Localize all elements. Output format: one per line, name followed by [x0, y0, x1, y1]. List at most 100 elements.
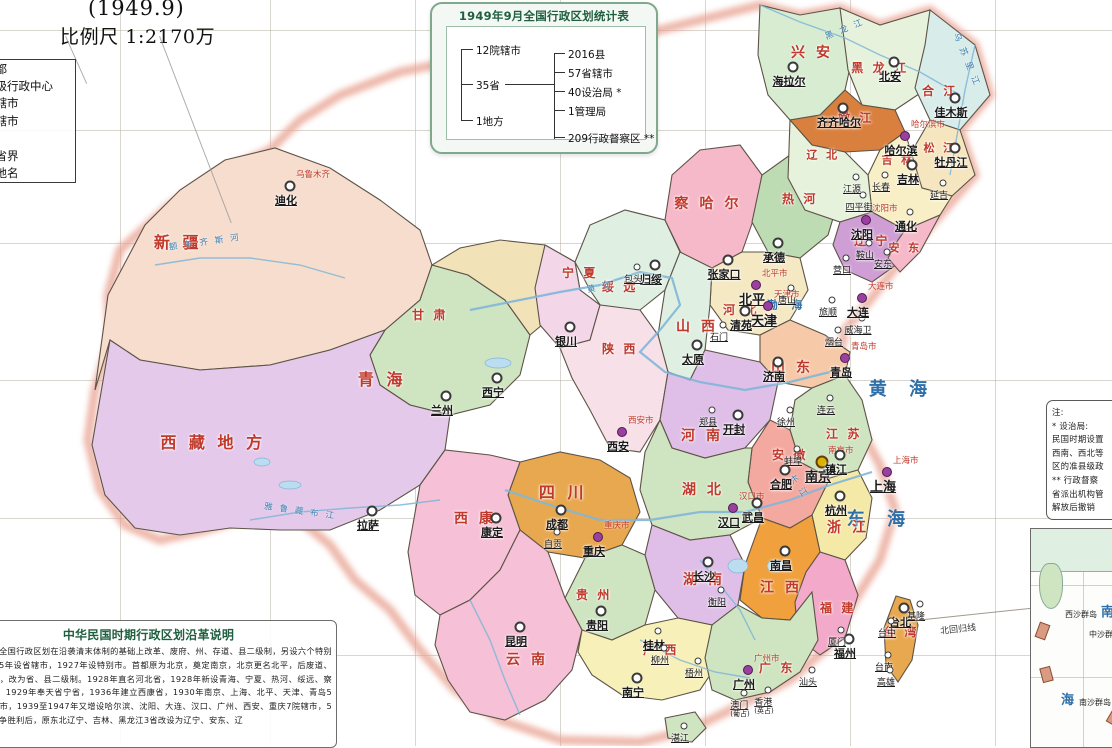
city-marker-38 [732, 409, 744, 421]
inset-island-marker [1105, 707, 1112, 727]
city-marker-10 [763, 301, 773, 311]
statistics-table-body: 12院辖市 35省 1地方 2016县 57省辖市 40设治局 * 1管理局 2… [446, 26, 654, 145]
city-marker-43 [779, 464, 791, 476]
legend-label: 省辖市 [0, 113, 19, 128]
city-marker-5 [649, 259, 661, 271]
city-marker-69 [837, 626, 845, 634]
city-marker-44 [815, 455, 829, 469]
bracket-tick [554, 53, 565, 55]
inset-graticule [1031, 677, 1112, 678]
city-marker-71 [916, 600, 924, 608]
city-marker-36 [852, 173, 860, 181]
city-marker-59 [654, 627, 662, 635]
city-marker-40 [786, 406, 794, 414]
city-marker-51 [702, 556, 714, 568]
city-marker-42 [793, 445, 801, 453]
legend-item-capital: 首都 [0, 60, 75, 77]
legend-label: 今省界 [0, 148, 19, 163]
bracket-tick [554, 72, 565, 74]
city-marker-52 [717, 586, 725, 594]
city-marker-33 [949, 92, 961, 104]
city-marker-63 [743, 665, 753, 675]
stat-provinces: 35省 [476, 80, 500, 92]
city-marker-65 [764, 686, 772, 694]
city-marker-11 [787, 284, 795, 292]
city-marker-37 [617, 427, 627, 437]
map-year-title: (1949.9) [88, 0, 185, 20]
city-marker-9 [751, 280, 761, 290]
bracket-tick [461, 120, 473, 122]
city-marker-17 [834, 326, 842, 334]
city-marker-74 [886, 666, 894, 674]
legend-label: 院辖市 [0, 96, 19, 111]
city-marker-12 [739, 305, 751, 317]
legend-label: 省级行政中心 [0, 79, 53, 94]
city-marker-35 [787, 61, 799, 73]
graticule-line [560, 0, 561, 746]
statistics-table-title: 1949年9月全国行政区划统计表 [458, 9, 630, 23]
city-marker-24 [906, 208, 914, 216]
inset-graticule [1083, 529, 1084, 747]
city-marker-22 [865, 239, 873, 247]
city-marker-13 [719, 321, 727, 329]
city-marker-39 [708, 406, 716, 414]
map-notes-box: 注: * 设治局: 民国时期设置 西南、西北等 区的准县级政 ** 行政督察 省… [1046, 400, 1112, 520]
city-marker-50 [779, 545, 791, 557]
bracket-tick [554, 110, 565, 112]
graticule-line [850, 0, 851, 746]
city-marker-34 [949, 142, 961, 154]
city-marker-27 [881, 171, 889, 179]
bracket-connector [505, 84, 555, 86]
city-marker-72 [887, 617, 895, 625]
stat-regions: 1地方 [476, 116, 504, 128]
city-marker-62 [631, 672, 643, 684]
city-marker-26 [859, 191, 867, 199]
bracket-tick [461, 84, 473, 86]
legend-item-municipality: 院辖市 [0, 95, 75, 112]
stat-provincial-cities: 57省辖市 [568, 68, 613, 80]
stat-management-bureau: 1管理局 [568, 106, 607, 118]
inset-label-zhongsha: 中沙群岛 [1089, 630, 1112, 639]
city-marker-14 [691, 339, 703, 351]
bracket-tick [554, 137, 565, 139]
legend-item-province-border: 今省界 [0, 147, 75, 164]
city-marker-31 [837, 102, 849, 114]
statistics-table: 1949年9月全国行政区划统计表 12院辖市 35省 1地方 2016县 57省… [430, 2, 658, 154]
city-marker-20 [828, 296, 836, 304]
inset-label-xisha: 西沙群岛 [1065, 610, 1097, 619]
city-marker-1 [366, 505, 378, 517]
legend-label: 首都 [0, 61, 7, 76]
city-marker-0 [284, 180, 296, 192]
city-marker-68 [843, 633, 855, 645]
legend-item-provincial-city: 省辖市 [0, 112, 75, 129]
stat-administrative-bureaus: 40设治局 * [568, 87, 622, 99]
city-marker-45 [834, 449, 846, 461]
city-marker-67 [680, 722, 688, 730]
city-marker-70 [898, 602, 910, 614]
city-marker-15 [772, 356, 784, 368]
city-marker-47 [834, 490, 846, 502]
city-marker-21 [861, 215, 871, 225]
city-marker-64 [808, 666, 816, 674]
graticule-line [995, 0, 996, 746]
city-marker-25 [883, 248, 891, 256]
map-legend: 首都 省级行政中心 院辖市 省辖市 县 今省界 Aa 今地名 [0, 59, 76, 183]
bracket-right [554, 53, 556, 139]
city-marker-61 [694, 657, 702, 665]
city-marker-28 [906, 159, 918, 171]
city-marker-3 [440, 390, 452, 402]
inset-label-nansha: 南沙群岛 [1079, 698, 1111, 707]
city-marker-7 [722, 254, 734, 266]
city-marker-56 [490, 512, 502, 524]
stat-municipalities: 12院辖市 [476, 45, 521, 57]
city-marker-58 [595, 605, 607, 617]
city-marker-18 [858, 314, 866, 322]
city-marker-19 [857, 293, 867, 303]
city-marker-6 [633, 263, 641, 271]
city-marker-57 [514, 621, 526, 633]
city-marker-73 [884, 651, 892, 659]
city-marker-2 [491, 372, 503, 384]
inset-island-marker [1034, 621, 1051, 641]
